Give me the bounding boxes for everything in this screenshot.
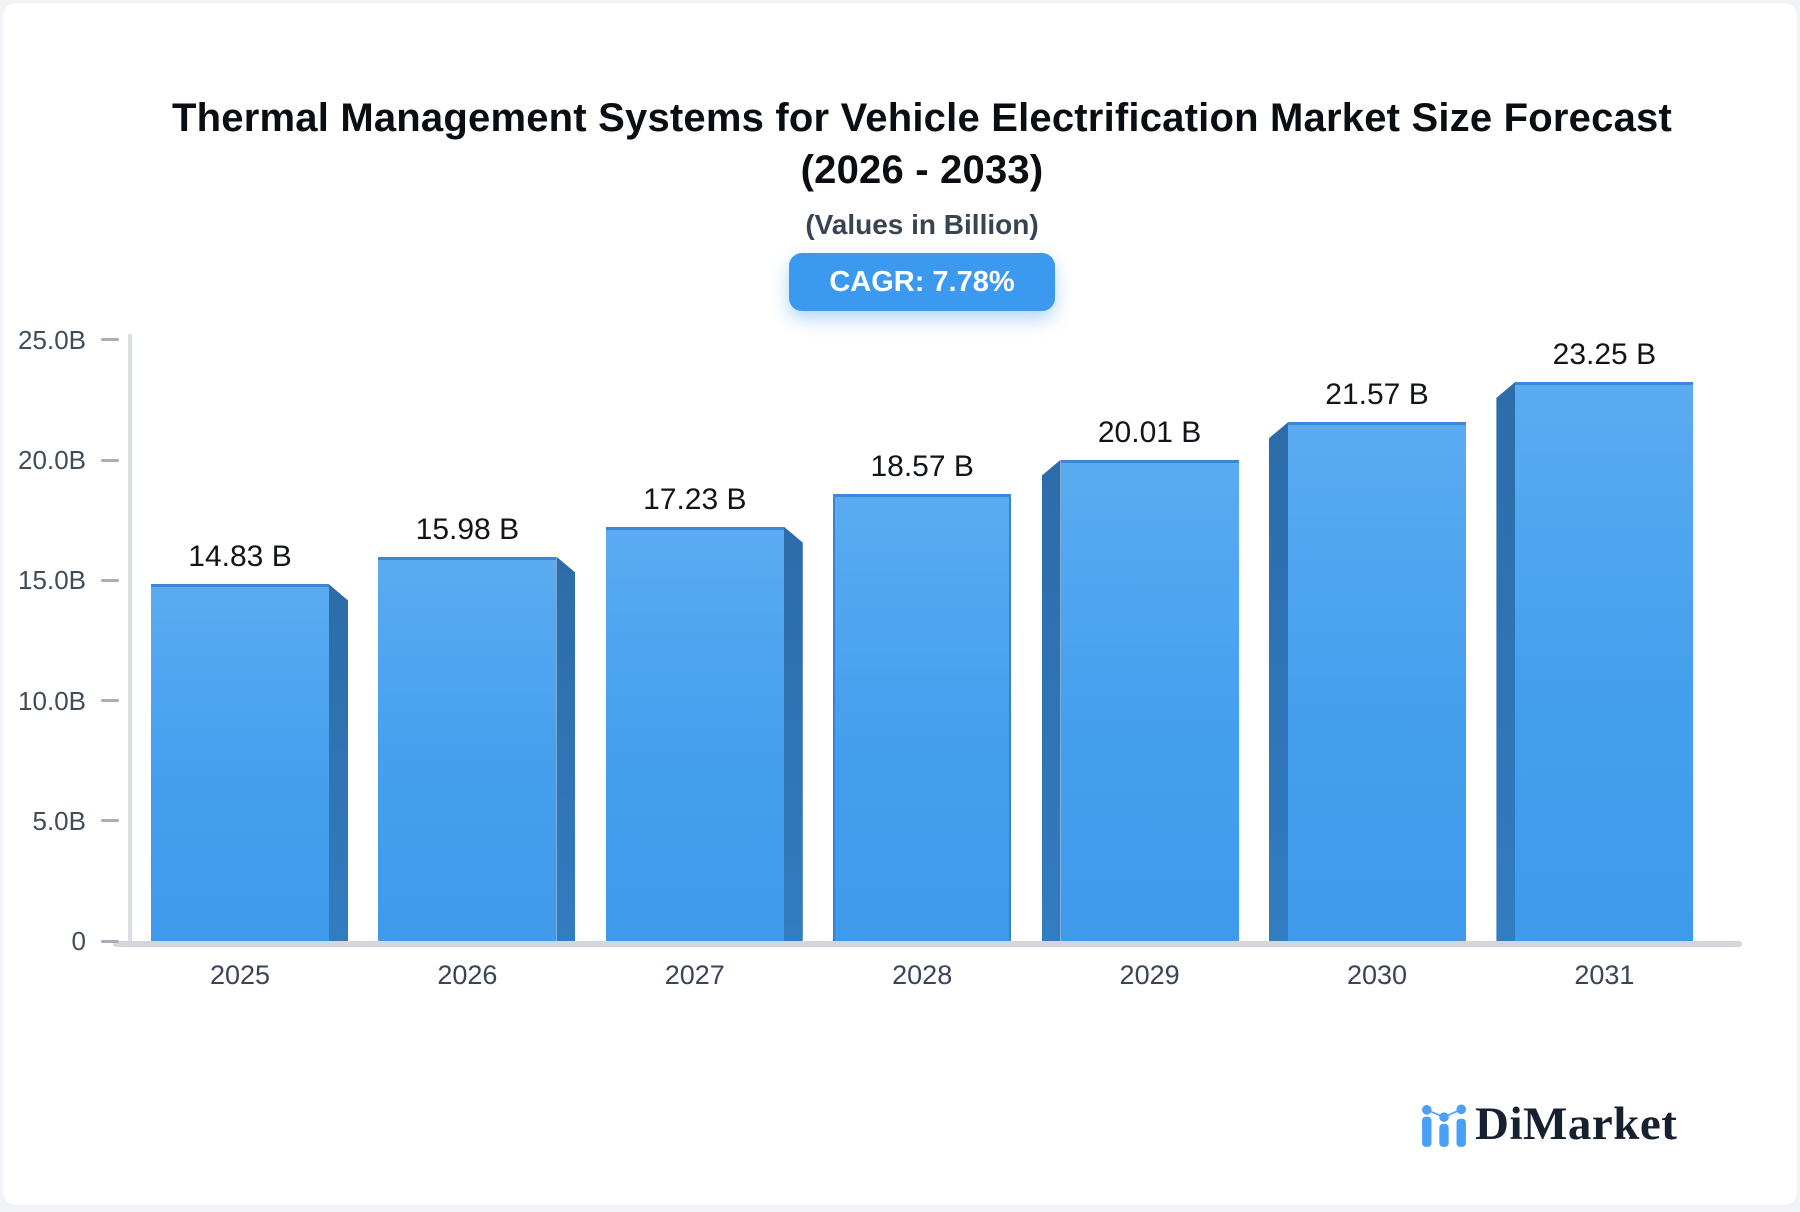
bar-value-label: 15.98 B	[415, 512, 520, 546]
bar-value-label: 23.25 B	[1552, 337, 1657, 371]
chart-header: Thermal Management Systems for Vehicle E…	[104, 92, 1740, 311]
y-tick-label: 25.0B	[18, 324, 86, 355]
x-tick-label-2026: 2026	[437, 960, 498, 990]
y-tick-dash	[101, 578, 119, 582]
y-tick-dash	[101, 939, 119, 943]
cagr-badge: CAGR: 7.78%	[789, 253, 1055, 311]
x-tick-label-2030: 2030	[1346, 960, 1408, 990]
bar-side	[1269, 422, 1288, 941]
x-tick-label-2027: 2027	[664, 960, 725, 990]
bar-2027	[605, 526, 784, 941]
chart-title-line1: Thermal Management Systems for Vehicle E…	[172, 96, 1672, 140]
y-tick-label: 5.0B	[32, 805, 87, 836]
x-tick-label-2029: 2029	[1119, 960, 1180, 990]
bar-2026	[378, 556, 557, 941]
chart-title-line2: (2026 - 2033)	[800, 148, 1044, 192]
x-tick-label-2031: 2031	[1574, 960, 1635, 990]
bar-value-label: 14.83 B	[188, 540, 292, 574]
bar-chart-logo-icon	[1420, 1102, 1468, 1154]
bar-value-label: 17.23 B	[643, 482, 747, 516]
bar-side	[556, 556, 576, 941]
y-tick-label: 15.0B	[18, 565, 86, 596]
bar-2029	[1060, 459, 1239, 941]
bar-2025	[151, 584, 329, 941]
bar-side	[1041, 459, 1061, 941]
bar-value-label: 21.57 B	[1325, 378, 1429, 412]
bar-side	[783, 526, 803, 941]
bar-side	[329, 584, 348, 941]
chart-subtitle: (Values in Billion)	[805, 209, 1039, 240]
y-tick-dash	[101, 458, 119, 462]
bar-2031	[1515, 381, 1694, 941]
bar-2030	[1288, 422, 1466, 941]
y-tick-label: 10.0B	[18, 685, 86, 716]
bar-2028	[833, 494, 1012, 941]
x-tick-label-2025: 2025	[209, 960, 271, 990]
bar-side	[1496, 381, 1516, 941]
bar-value-label: 18.57 B	[870, 450, 974, 484]
y-tick-dash	[101, 338, 119, 342]
brand-name: DiMarket	[1475, 1098, 1678, 1150]
x-axis-baseline	[113, 941, 1742, 947]
y-tick-label: 20.0B	[18, 445, 86, 475]
y-axis-line	[128, 334, 132, 941]
x-tick-label-2028: 2028	[892, 960, 953, 990]
y-tick-dash	[101, 699, 119, 702]
bar-value-label: 20.01 B	[1097, 415, 1202, 449]
y-tick-dash	[101, 819, 119, 823]
y-tick-label: 0	[71, 926, 86, 956]
